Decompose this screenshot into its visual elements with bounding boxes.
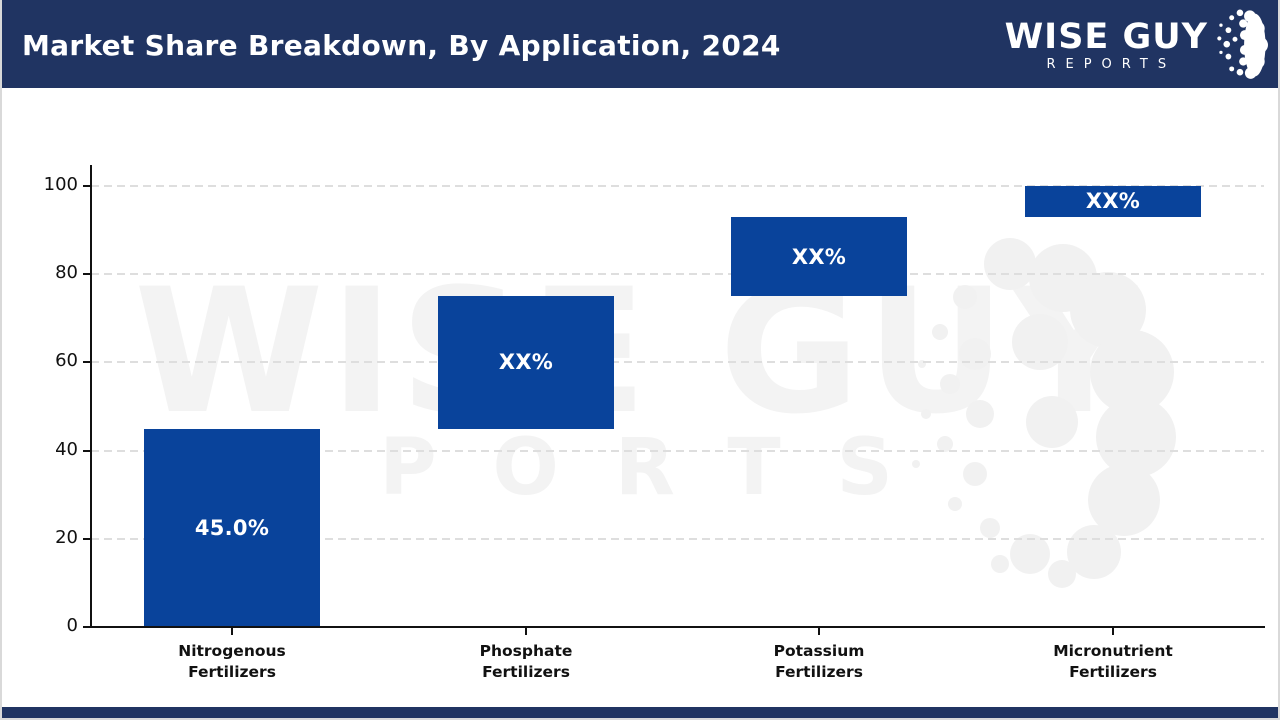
x-axis-tick-mark (525, 628, 527, 635)
logo-text: WISE GUY REPORTS (1005, 18, 1208, 72)
bar-value-label: 45.0% (194, 515, 270, 540)
bar-potassium-fertilizers: XX% (731, 216, 907, 297)
x-axis-tick-mark (818, 628, 820, 635)
x-axis-category-label: Micronutrient Fertilizers (1053, 642, 1173, 681)
y-axis-tick-label: 100 (43, 174, 78, 195)
bar-nitrogenous-fertilizers: 45.0% (144, 428, 320, 627)
y-axis-tick-mark (83, 361, 91, 364)
y-axis-tick-mark (83, 626, 91, 628)
gridline (91, 537, 1264, 540)
bar-micronutrient-fertilizers: XX% (1025, 186, 1201, 217)
y-axis-line (90, 165, 92, 628)
y-axis-tick-label: 80 (55, 262, 78, 284)
y-axis-tick-mark (83, 449, 91, 452)
logo-wiseguy-label: WISE GUY (1004, 17, 1208, 57)
y-axis-tick-mark (83, 185, 91, 187)
y-axis-tick-label: 20 (55, 526, 78, 548)
x-axis-category-label: Phosphate Fertilizers (479, 642, 573, 681)
watermark-dotted-head-icon (912, 238, 1176, 588)
y-axis-tick-mark (83, 273, 91, 276)
logo-reports-label: REPORTS (1046, 57, 1177, 72)
gridline (91, 449, 1264, 452)
gridline (91, 273, 1264, 276)
x-axis-tick-mark (1112, 628, 1114, 635)
header-bar: Market Share Breakdown, By Application, … (2, 0, 1278, 88)
x-axis-line (90, 626, 1265, 628)
x-axis-category-label: Potassium Fertilizers (773, 642, 865, 681)
bar-value-label: XX% (791, 244, 847, 269)
gridline (91, 185, 1264, 187)
y-axis-tick-label: 0 (66, 615, 78, 636)
y-axis-tick-label: 40 (55, 438, 78, 460)
gridline (91, 361, 1264, 364)
wise-guy-reports-logo: WISE GUY REPORTS (1005, 5, 1268, 85)
y-axis-tick-label: 60 (55, 350, 78, 372)
logo-dotted-face-icon (1217, 9, 1268, 79)
bar-value-label: XX% (498, 350, 554, 375)
y-axis-tick-mark (83, 537, 91, 540)
footer-bar (2, 707, 1278, 718)
bar-phosphate-fertilizers: XX% (438, 296, 614, 429)
page-title: Market Share Breakdown, By Application, … (22, 28, 781, 62)
bar-value-label: XX% (1085, 189, 1141, 214)
x-axis-category-label: Nitrogenous Fertilizers (178, 642, 286, 681)
x-axis-tick-mark (231, 628, 233, 635)
